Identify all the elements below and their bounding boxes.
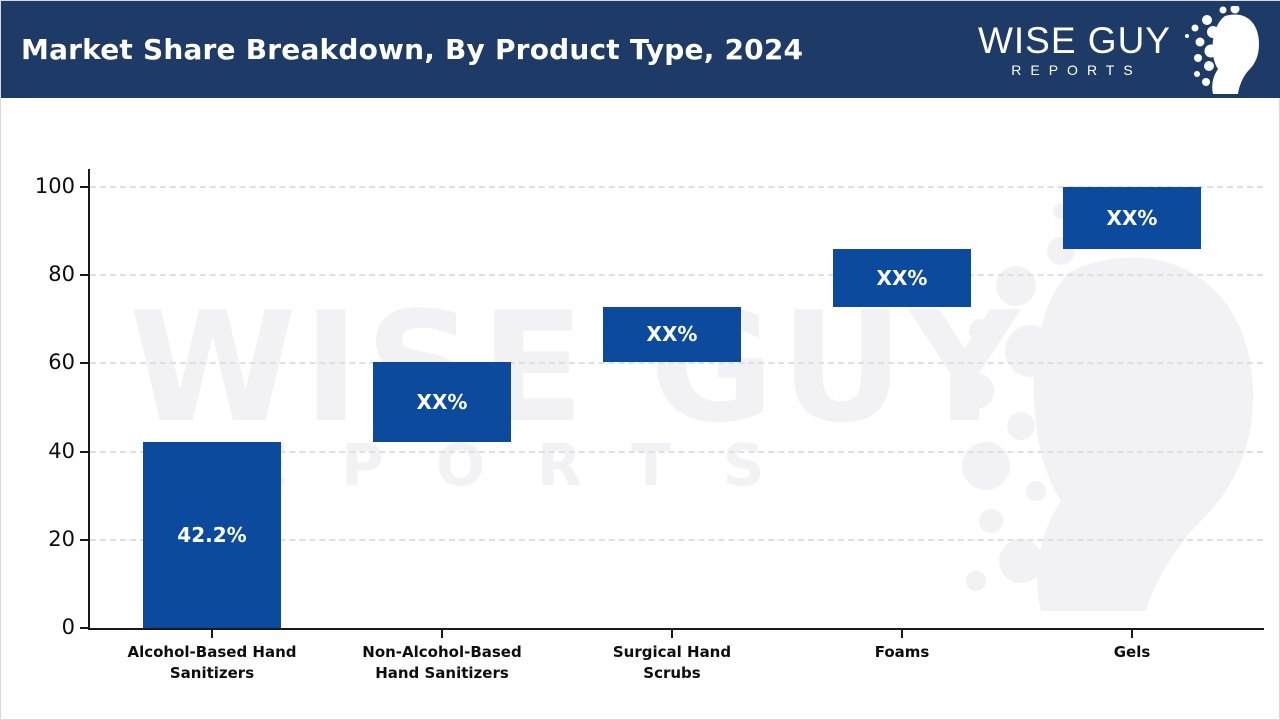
y-tick: [80, 274, 88, 277]
x-axis-line: [88, 628, 1264, 630]
brand-subname: REPORTS: [1011, 62, 1142, 78]
brand-name: WISE GUY: [977, 20, 1171, 61]
gridline: [90, 274, 1263, 277]
bar-segment: [833, 249, 971, 307]
bar-value-label: XX%: [646, 322, 698, 347]
bar-segment: [603, 306, 741, 362]
chart-title: Market Share Breakdown, By Product Type,…: [21, 33, 804, 66]
x-category-label: Non-Alcohol-Based Hand Sanitizers: [362, 643, 522, 682]
y-tick: [80, 538, 88, 541]
x-tick: [441, 630, 443, 638]
y-tick: [80, 450, 88, 453]
y-tick: [80, 186, 88, 188]
x-tick: [671, 630, 673, 638]
bar-segment: [1063, 187, 1201, 250]
y-axis-line: [88, 169, 90, 629]
gridline: [90, 362, 1263, 365]
x-category-label: Surgical Hand Scrubs: [612, 643, 732, 682]
y-tick: [80, 627, 88, 629]
bar-value-label: XX%: [876, 265, 928, 290]
y-tick-label: 80: [48, 262, 75, 287]
bar-segment: [373, 361, 511, 442]
x-category-label: Foams: [874, 643, 930, 661]
bar-segment: [143, 441, 281, 628]
y-tick-label: 20: [48, 526, 75, 551]
y-tick-label: 40: [48, 438, 75, 463]
gridline: [90, 186, 1263, 188]
y-tick-label: 0: [61, 615, 75, 639]
brand-face-icon: [1185, 5, 1259, 94]
brand-logo: WISE GUY REPORTS: [978, 5, 1261, 94]
header-bar: Market Share Breakdown, By Product Type,…: [1, 1, 1280, 98]
x-category-label: Gels: [1113, 643, 1151, 661]
y-tick-label: 100: [34, 174, 75, 198]
bar-value-label: 42.2%: [177, 522, 247, 547]
y-tick-label: 60: [48, 350, 75, 375]
x-tick: [1131, 630, 1133, 638]
x-category-label: Alcohol-Based Hand Sanitizers: [127, 643, 297, 682]
x-tick: [211, 630, 213, 638]
watermark-text: WISE GUY: [129, 279, 1026, 456]
x-tick: [901, 630, 903, 638]
gridline: [90, 538, 1263, 541]
bar-value-label: XX%: [416, 389, 468, 414]
gridline: [90, 450, 1263, 453]
watermark-face-icon: [958, 203, 1254, 611]
brand-logo-text: WISE GUY REPORTS: [978, 22, 1171, 77]
bar-value-label: XX%: [1106, 206, 1158, 231]
y-tick: [80, 362, 88, 365]
